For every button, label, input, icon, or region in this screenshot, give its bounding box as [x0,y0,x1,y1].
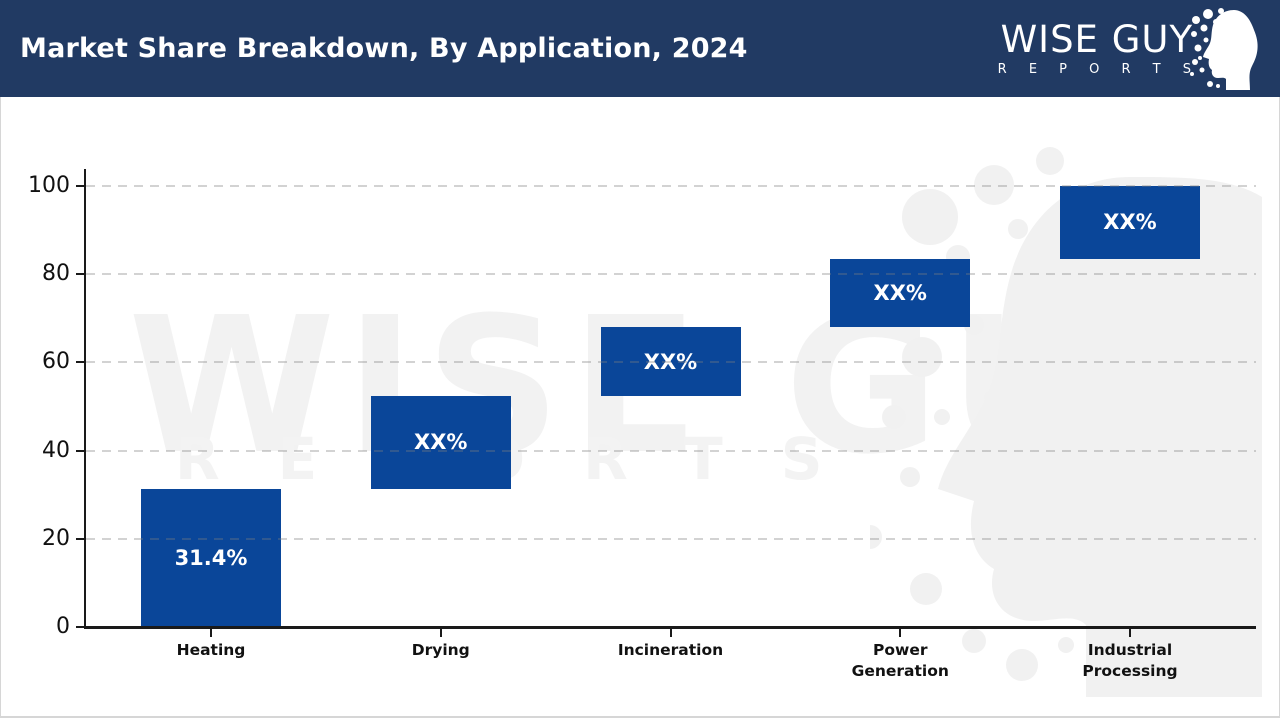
gridline-20 [86,537,1256,540]
y-tick-label-20: 20 [42,525,70,551]
brand-subname: R E P O R T S [997,62,1200,77]
bar-value-label: XX% [414,430,468,455]
chart-title: Market Share Breakdown, By Application, … [20,33,748,64]
y-tick-label-100: 100 [28,173,70,198]
y-tick-label-40: 40 [42,437,70,463]
bottom-divider [0,716,1280,718]
brand-head-icon [1190,7,1258,90]
bar-drying: XX% [370,395,511,489]
bar-power-generation: XX% [830,258,971,328]
brand-logo-text: WISE GUY R E P O R T S [994,18,1200,78]
y-axis-tick-60 [76,361,84,364]
bar-value-label: XX% [873,280,927,305]
y-axis-tick-80 [76,273,84,276]
x-category-label-4: Power Generation [851,641,949,680]
left-divider [0,97,1,717]
brand-name: WISE GUY [1000,18,1194,61]
x-axis-line [84,626,1256,629]
y-tick-label-60: 60 [42,349,70,375]
x-category-label-2: Drying [411,641,470,659]
x-category-label-1: Heating [176,641,246,659]
x-axis-tick-5 [1129,629,1131,637]
y-tick-label-80: 80 [42,261,70,287]
gridline-100 [86,185,1256,187]
x-axis-tick-4 [899,629,902,637]
x-category-label-5: Industrial Processing [1082,641,1178,680]
gridline-40 [86,449,1256,452]
y-axis-tick-100 [76,185,84,187]
header-bar: Market Share Breakdown, By Application, … [0,0,1280,97]
bar-industrial-processing: XX% [1060,186,1200,259]
bar-heating: 31.4% [141,488,281,627]
bar-value-label: 31.4% [174,545,248,570]
gridline-80 [86,273,1256,276]
bar-incineration: XX% [600,327,741,396]
x-axis-tick-2 [439,629,442,637]
gridline-60 [86,361,1256,364]
x-axis-tick-1 [210,629,212,637]
y-axis-tick-20 [76,537,84,540]
watermark-subtext: REPORTS [175,425,881,493]
x-axis-tick-3 [669,629,672,637]
chart-area: WISE GUY REPORTS 02040608010031.4%Heatin… [0,97,1280,720]
bar-value-label: XX% [643,349,698,374]
y-axis-tick-40 [76,449,84,452]
y-tick-label-0: 0 [56,614,70,639]
y-axis-tick-0 [76,626,84,628]
brand-logo: WISE GUY R E P O R T S [994,6,1266,92]
bar-value-label: XX% [1103,210,1157,235]
x-category-label-3: Incineration [617,641,724,659]
y-axis-line [84,169,86,628]
